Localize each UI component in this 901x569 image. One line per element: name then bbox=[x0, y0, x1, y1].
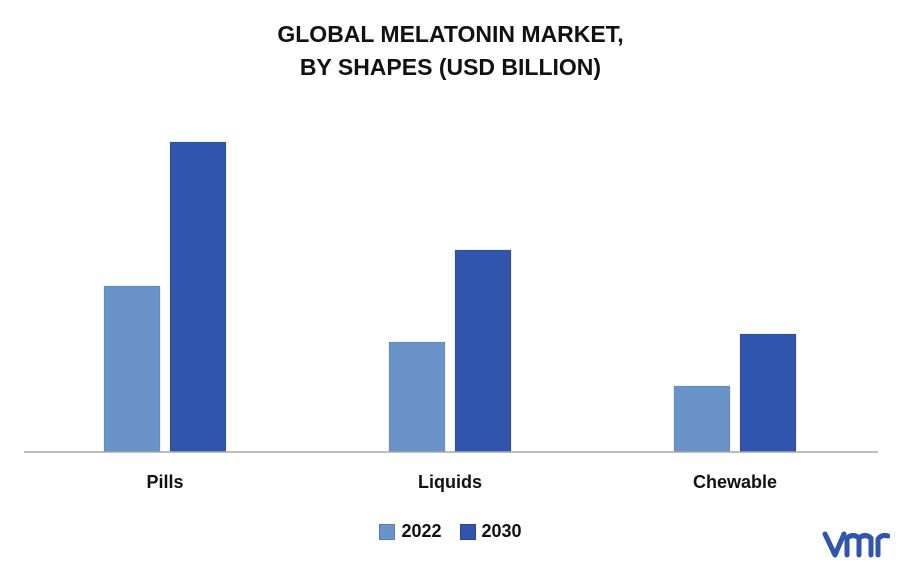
x-tick-label-chewable: Chewable bbox=[693, 472, 777, 492]
chart-title-line-1: GLOBAL MELATONIN MARKET, bbox=[277, 21, 624, 47]
legend-swatch-2030 bbox=[459, 523, 476, 540]
legend-label-2030: 2030 bbox=[481, 521, 522, 541]
legend-label-2022: 2022 bbox=[401, 521, 442, 541]
legend-item-2030: 2030 bbox=[459, 521, 522, 542]
x-tick-label-pills: Pills bbox=[146, 472, 183, 492]
bar-pills-2022 bbox=[103, 285, 161, 453]
bar-chewable-2030 bbox=[739, 333, 797, 453]
legend: 2022 2030 bbox=[0, 521, 901, 542]
legend-swatch-2022 bbox=[379, 523, 396, 540]
bar-liquids-2030 bbox=[454, 249, 512, 453]
x-tick-label-liquids: Liquids bbox=[418, 472, 482, 492]
bar-chewable-2022 bbox=[673, 385, 731, 453]
vmr-logo-icon bbox=[822, 531, 890, 558]
bar-liquids-2022 bbox=[388, 341, 446, 453]
chart-title-line-2: BY SHAPES (USD BILLION) bbox=[299, 54, 602, 80]
chart-title: GLOBAL MELATONIN MARKET, BY SHAPES (USD … bbox=[0, 18, 901, 84]
bar-pills-2030 bbox=[169, 141, 227, 453]
legend-item-2022: 2022 bbox=[379, 521, 442, 542]
